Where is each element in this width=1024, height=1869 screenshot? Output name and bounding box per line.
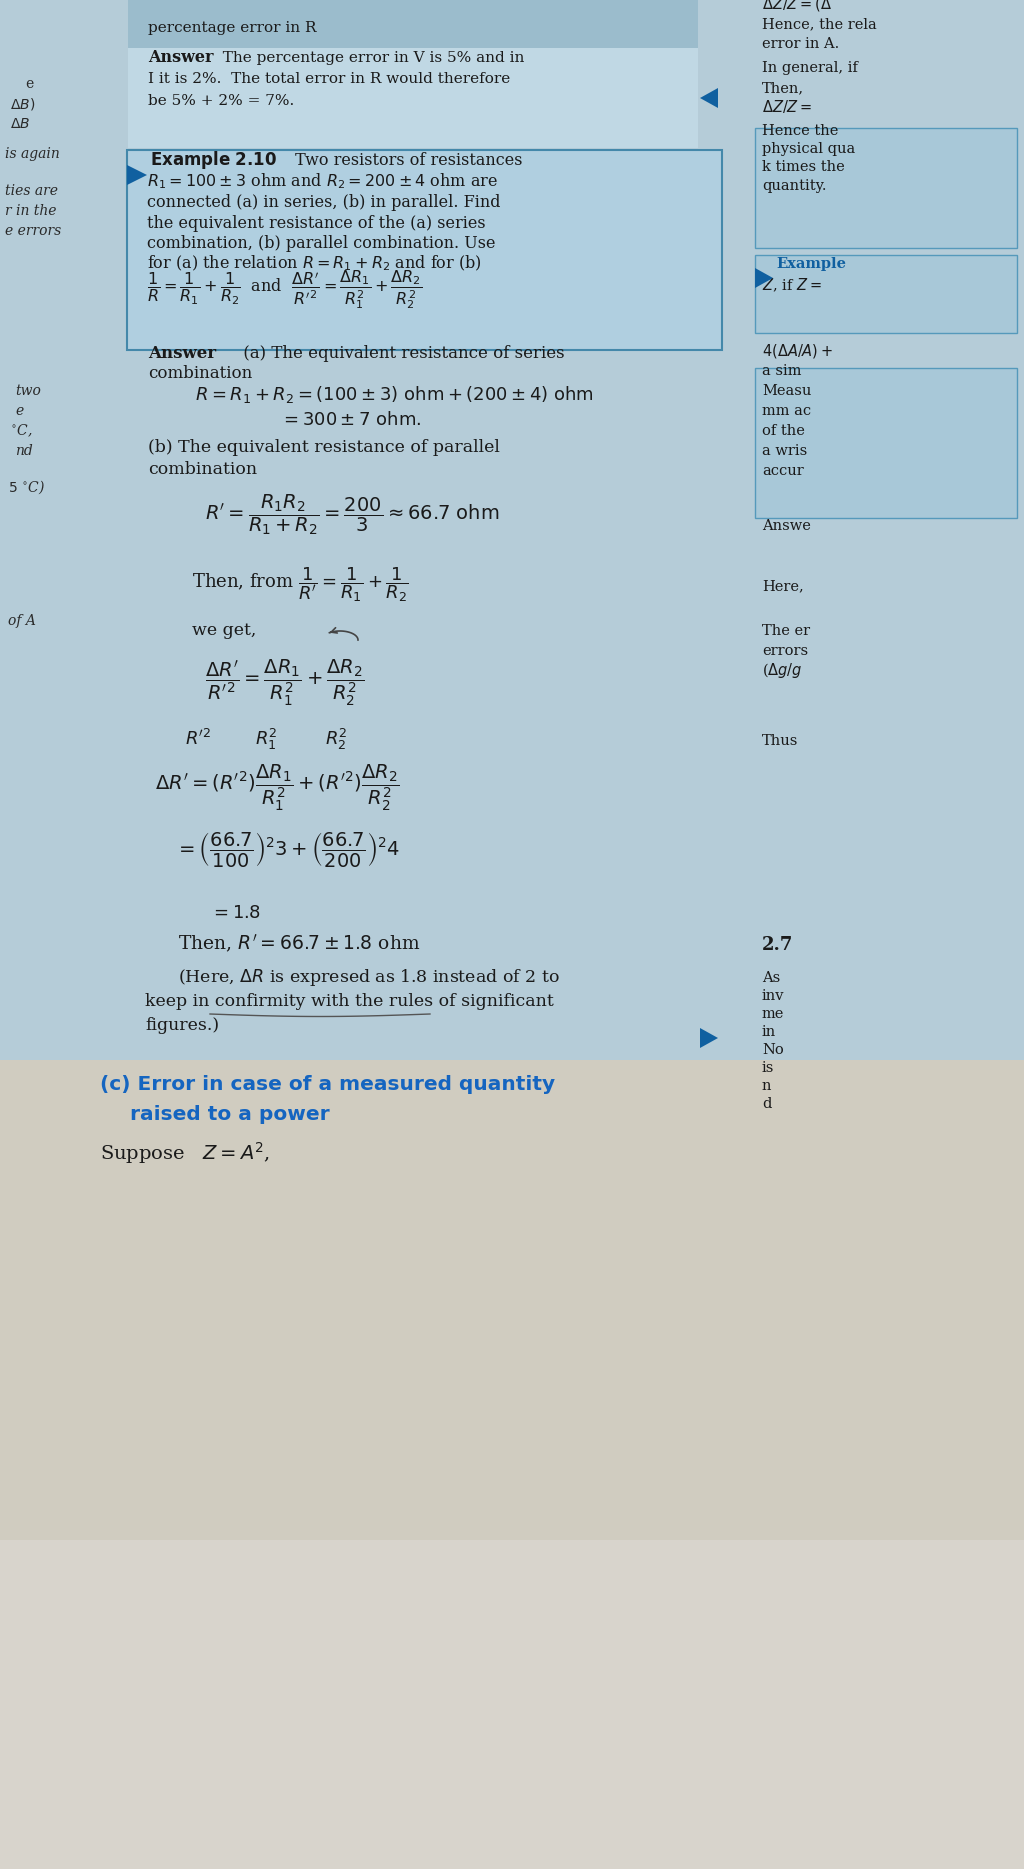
- Text: be 5% + 2% = 7%.: be 5% + 2% = 7%.: [148, 93, 294, 108]
- Text: percentage error in R: percentage error in R: [148, 21, 316, 36]
- Text: Hence, the rela: Hence, the rela: [762, 17, 877, 32]
- Text: we get,: we get,: [193, 622, 256, 639]
- Text: $4(\Delta A/A) +$: $4(\Delta A/A) +$: [762, 342, 834, 359]
- Polygon shape: [755, 267, 773, 288]
- Text: Thus: Thus: [762, 735, 799, 748]
- Text: $R_1^2$: $R_1^2$: [255, 727, 278, 751]
- Text: e: e: [15, 404, 24, 419]
- Text: raised to a power: raised to a power: [130, 1105, 330, 1123]
- Text: k times the: k times the: [762, 161, 845, 174]
- Text: The percentage error in V is 5% and in: The percentage error in V is 5% and in: [213, 50, 524, 65]
- Text: Then,: Then,: [762, 80, 804, 95]
- Text: d: d: [762, 1097, 771, 1110]
- Text: accur: accur: [762, 464, 804, 478]
- Text: $\Delta Z/Z = (\Delta$: $\Delta Z/Z = (\Delta$: [762, 0, 833, 13]
- Text: Suppose   $Z = A^2$,: Suppose $Z = A^2$,: [100, 1140, 270, 1166]
- Text: (a) The equivalent resistance of series: (a) The equivalent resistance of series: [238, 346, 564, 363]
- Text: is: is: [762, 1062, 774, 1075]
- FancyBboxPatch shape: [127, 150, 722, 350]
- Text: $^{\circ}$C,: $^{\circ}$C,: [10, 422, 33, 439]
- Text: errors: errors: [762, 645, 808, 658]
- FancyBboxPatch shape: [0, 0, 1024, 1400]
- FancyBboxPatch shape: [755, 254, 1017, 333]
- Text: $R' = \dfrac{R_1 R_2}{R_1 + R_2} = \dfrac{200}{3} \approx 66.7\ \mathrm{ohm}$: $R' = \dfrac{R_1 R_2}{R_1 + R_2} = \dfra…: [205, 493, 500, 536]
- FancyBboxPatch shape: [0, 1060, 1024, 1540]
- Text: $R = R_1 + R_2 = (100 \pm 3)\ \mathrm{ohm} + (200 \pm 4)\ \mathrm{ohm}$: $R = R_1 + R_2 = (100 \pm 3)\ \mathrm{oh…: [195, 383, 594, 406]
- Text: Then, from $\dfrac{1}{R'} = \dfrac{1}{R_1} + \dfrac{1}{R_2}$: Then, from $\dfrac{1}{R'} = \dfrac{1}{R_…: [193, 564, 409, 604]
- Text: me: me: [762, 1007, 784, 1020]
- Text: $Z$, if $Z =$: $Z$, if $Z =$: [762, 277, 822, 293]
- Text: $\Delta B$: $\Delta B$: [10, 118, 30, 131]
- Text: a wris: a wris: [762, 445, 807, 458]
- Text: Answer: Answer: [148, 346, 216, 363]
- Text: r in the: r in the: [5, 204, 56, 219]
- Text: I it is 2%.  The total error in R would therefore: I it is 2%. The total error in R would t…: [148, 73, 510, 86]
- Text: nd: nd: [15, 445, 33, 458]
- Text: n: n: [762, 1078, 771, 1093]
- Text: quantity.: quantity.: [762, 179, 826, 193]
- Polygon shape: [700, 1028, 718, 1049]
- Text: combination, (b) parallel combination. Use: combination, (b) parallel combination. U…: [147, 235, 496, 252]
- Text: ($\Delta g/g$: ($\Delta g/g$: [762, 662, 803, 680]
- Text: ties are: ties are: [5, 183, 58, 198]
- Text: $5\ ^{\circ}$C): $5\ ^{\circ}$C): [8, 478, 45, 497]
- FancyBboxPatch shape: [0, 1400, 1024, 1669]
- Text: (c) Error in case of a measured quantity: (c) Error in case of a measured quantity: [100, 1075, 555, 1093]
- Text: $\Delta R' = (R'^2)\dfrac{\Delta R_1}{R_1^2} + (R'^2)\dfrac{\Delta R_2}{R_2^2}$: $\Delta R' = (R'^2)\dfrac{\Delta R_1}{R_…: [155, 763, 399, 813]
- FancyBboxPatch shape: [128, 49, 698, 148]
- Text: $R'^2$: $R'^2$: [185, 729, 212, 749]
- Text: figures.): figures.): [145, 1017, 219, 1034]
- Text: combination: combination: [148, 364, 252, 381]
- Text: keep in confirmity with the rules of significant: keep in confirmity with the rules of sig…: [145, 992, 554, 1009]
- Text: e errors: e errors: [5, 224, 61, 237]
- Text: of A: of A: [8, 615, 36, 628]
- Text: (b) The equivalent resistance of parallel: (b) The equivalent resistance of paralle…: [148, 439, 500, 456]
- FancyBboxPatch shape: [0, 1060, 1024, 1540]
- Text: The er: The er: [762, 624, 810, 637]
- Text: 2.7: 2.7: [762, 936, 794, 953]
- Text: $= 1.8$: $= 1.8$: [210, 905, 261, 921]
- Text: is again: is again: [5, 148, 59, 161]
- Text: Answer: Answer: [148, 49, 213, 65]
- Text: of the: of the: [762, 424, 805, 437]
- FancyBboxPatch shape: [128, 0, 698, 49]
- FancyBboxPatch shape: [755, 368, 1017, 518]
- Text: combination: combination: [148, 462, 257, 478]
- Text: $\Delta Z/Z =$: $\Delta Z/Z =$: [762, 97, 812, 116]
- Text: connected (a) in series, (b) in parallel. Find: connected (a) in series, (b) in parallel…: [147, 194, 501, 211]
- FancyBboxPatch shape: [755, 127, 1017, 249]
- Text: $\dfrac{\Delta R'}{R'^2} = \dfrac{\Delta R_1}{R_1^2} + \dfrac{\Delta R_2}{R_2^2}: $\dfrac{\Delta R'}{R'^2} = \dfrac{\Delta…: [205, 658, 365, 708]
- Text: Hence the: Hence the: [762, 123, 839, 138]
- Text: (Here, $\Delta R$ is expresed as 1.8 instead of 2 to: (Here, $\Delta R$ is expresed as 1.8 ins…: [178, 966, 560, 989]
- Text: $R_1 = 100 \pm 3$ ohm and $R_2 = 200 \pm 4$ ohm are: $R_1 = 100 \pm 3$ ohm and $R_2 = 200 \pm…: [147, 170, 498, 191]
- FancyBboxPatch shape: [0, 1400, 1024, 1869]
- Polygon shape: [127, 164, 147, 185]
- Text: Example: Example: [776, 258, 846, 271]
- Text: mm ac: mm ac: [762, 404, 811, 419]
- Text: for (a) the relation $R = R_1 + R_2$ and for (b): for (a) the relation $R = R_1 + R_2$ and…: [147, 254, 482, 273]
- Text: $\mathbf{Example\ 2.10}$: $\mathbf{Example\ 2.10}$: [150, 150, 278, 170]
- Text: No: No: [762, 1043, 783, 1058]
- Text: physical qua: physical qua: [762, 142, 855, 155]
- Text: the equivalent resistance of the (a) series: the equivalent resistance of the (a) ser…: [147, 215, 485, 232]
- Text: $= \left(\dfrac{66.7}{100}\right)^2 3 + \left(\dfrac{66.7}{200}\right)^2 4$: $= \left(\dfrac{66.7}{100}\right)^2 3 + …: [175, 830, 400, 869]
- Text: inv: inv: [762, 989, 784, 1004]
- Text: In general, if: In general, if: [762, 62, 858, 75]
- Text: error in A.: error in A.: [762, 37, 840, 50]
- Polygon shape: [700, 88, 718, 108]
- Text: $\dfrac{1}{R} = \dfrac{1}{R_1} + \dfrac{1}{R_2}$  and  $\dfrac{\Delta R'}{R'^2} : $\dfrac{1}{R} = \dfrac{1}{R_1} + \dfrac{…: [147, 269, 423, 312]
- Text: Here,: Here,: [762, 579, 804, 592]
- Text: $\Delta B)$: $\Delta B)$: [10, 95, 35, 112]
- Text: $R_2^2$: $R_2^2$: [325, 727, 347, 751]
- Text: a sim: a sim: [762, 364, 802, 378]
- Text: Answe: Answe: [762, 520, 811, 533]
- Text: two: two: [15, 383, 41, 398]
- Text: As: As: [762, 972, 780, 985]
- Text: e: e: [25, 77, 33, 92]
- Text: Then, $R' = 66.7 \pm 1.8$ ohm: Then, $R' = 66.7 \pm 1.8$ ohm: [178, 933, 420, 955]
- Text: Measu: Measu: [762, 383, 811, 398]
- Text: Two resistors of resistances: Two resistors of resistances: [290, 151, 522, 168]
- Text: in: in: [762, 1024, 776, 1039]
- Text: $= 300 \pm 7\ \mathrm{ohm.}$: $= 300 \pm 7\ \mathrm{ohm.}$: [280, 411, 422, 430]
